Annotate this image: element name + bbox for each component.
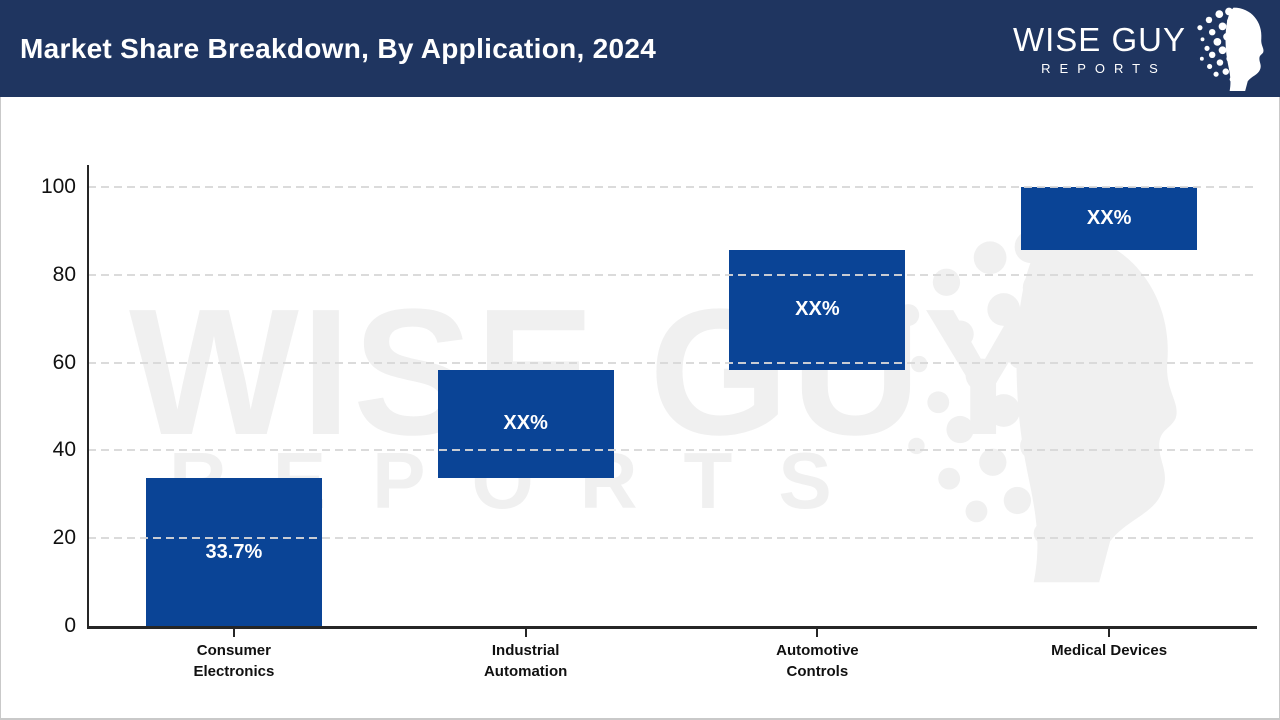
logo-face-icon xyxy=(1197,7,1264,91)
bar-value-label: 33.7% xyxy=(205,540,263,563)
x-axis-tick xyxy=(524,629,527,637)
bar-value-label: XX% xyxy=(795,298,840,321)
logo-subtitle: REPORTS xyxy=(1041,61,1167,76)
gridline-100 xyxy=(88,186,1255,188)
y-tick-label: 40 xyxy=(52,438,76,462)
y-tick-label: 60 xyxy=(52,350,76,374)
x-category-label: Consumer Electronics xyxy=(193,642,275,680)
x-category-label: Medical Devices xyxy=(1051,642,1168,659)
x-category-label: Industrial Automation xyxy=(483,642,568,680)
bar-consumer-electronics: 33.7% xyxy=(145,478,322,626)
logo-text: WISE GUY REPORTS xyxy=(1013,23,1186,75)
bar-value-label: XX% xyxy=(1086,207,1132,230)
gridline-80 xyxy=(88,273,1255,276)
x-axis-line xyxy=(87,626,1257,629)
bar-value-label: XX% xyxy=(503,412,548,435)
x-category-label: Automotive Controls xyxy=(776,642,859,680)
x-axis-tick xyxy=(816,629,819,637)
wise-guy-logo: WISE GUY REPORTS xyxy=(1013,6,1266,92)
bar-medical-devices: XX% xyxy=(1021,187,1198,251)
x-axis-tick xyxy=(1108,629,1111,637)
x-axis-tick xyxy=(232,629,235,637)
gridline-20 xyxy=(88,537,1255,540)
y-tick-label: 0 xyxy=(64,614,76,637)
y-tick-label: 20 xyxy=(52,526,76,550)
y-tick-label: 100 xyxy=(40,175,76,198)
y-axis-line xyxy=(87,165,89,629)
header-bar: Market Share Breakdown, By Application, … xyxy=(0,0,1280,97)
bar-automotive-controls: XX% xyxy=(729,250,906,370)
gridline-40 xyxy=(88,449,1255,452)
page-title: Market Share Breakdown, By Application, … xyxy=(20,32,657,64)
watermark-face-icon xyxy=(897,230,1177,583)
logo-wordmark: WISE GUY xyxy=(1012,21,1186,58)
bar-industrial-automation: XX% xyxy=(437,369,614,479)
y-tick-label: 80 xyxy=(52,262,76,286)
gridline-60 xyxy=(88,361,1255,364)
